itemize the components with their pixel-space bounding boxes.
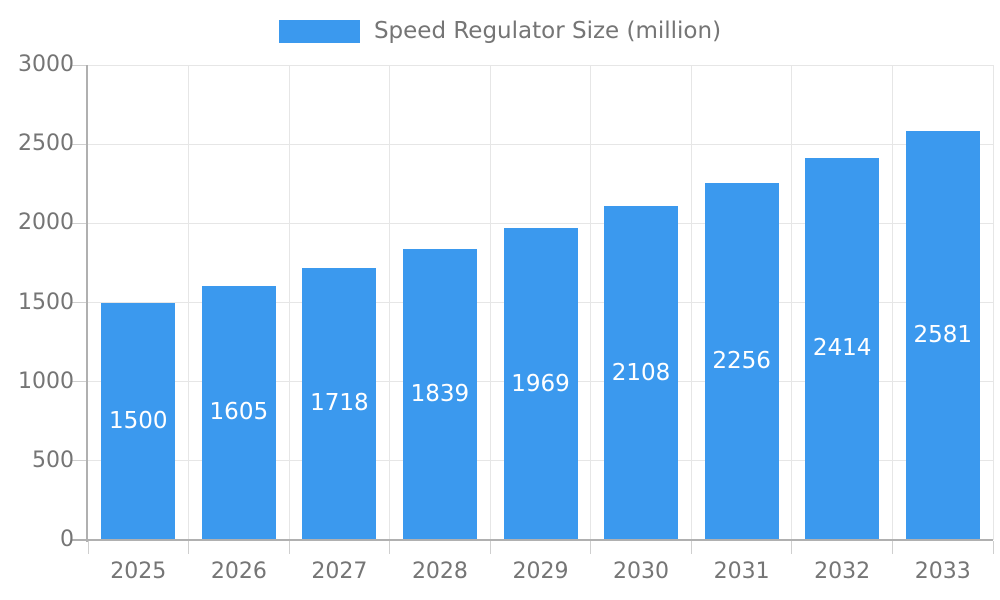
x-tick-label: 2028 bbox=[411, 559, 468, 584]
bar-value-label: 1500 bbox=[108, 407, 168, 434]
gridline-vertical bbox=[389, 65, 391, 540]
y-tick-label: 500 bbox=[32, 447, 74, 473]
legend-label: Speed Regulator Size (million) bbox=[373, 18, 722, 44]
legend-swatch bbox=[278, 19, 360, 43]
y-tick-label: 0 bbox=[60, 527, 74, 552]
gridline-vertical bbox=[288, 65, 290, 540]
x-tick-mark bbox=[690, 541, 692, 554]
x-tick-mark bbox=[188, 541, 190, 554]
gridline-vertical bbox=[489, 65, 491, 540]
bar-value-label: 1605 bbox=[209, 399, 269, 426]
bar: 2581 bbox=[905, 131, 980, 540]
x-tick-label: 2027 bbox=[311, 559, 368, 584]
gridline-horizontal bbox=[88, 143, 993, 145]
y-tick-mark bbox=[72, 381, 88, 383]
gridline-horizontal bbox=[88, 64, 993, 66]
x-tick-label: 2032 bbox=[814, 559, 871, 584]
x-tick-mark bbox=[389, 541, 391, 554]
x-tick-label: 2025 bbox=[110, 559, 167, 584]
x-tick-label: 2031 bbox=[713, 559, 770, 584]
x-tick-mark bbox=[489, 541, 491, 554]
x-axis-line bbox=[72, 539, 993, 541]
y-tick-mark bbox=[72, 143, 88, 145]
bar-value-label: 2256 bbox=[712, 347, 771, 374]
y-tick-label: 3000 bbox=[18, 52, 74, 77]
x-tick-mark bbox=[87, 541, 89, 554]
bar-value-label: 2581 bbox=[913, 322, 972, 349]
gridline-vertical bbox=[590, 65, 592, 540]
bar-value-label: 1839 bbox=[410, 380, 470, 407]
x-tick-mark bbox=[590, 541, 592, 554]
gridline-vertical bbox=[690, 65, 692, 540]
bar: 1718 bbox=[302, 267, 377, 540]
y-tick-label: 1000 bbox=[18, 368, 74, 394]
y-tick-mark bbox=[72, 460, 88, 462]
x-tick-label: 2026 bbox=[210, 559, 267, 584]
y-tick-mark bbox=[72, 222, 88, 224]
bar: 1969 bbox=[503, 228, 578, 540]
gridline-vertical bbox=[891, 65, 893, 540]
y-tick-mark bbox=[72, 302, 88, 303]
x-tick-mark bbox=[791, 541, 793, 554]
y-tick-label: 2500 bbox=[18, 131, 74, 157]
bar: 1500 bbox=[101, 302, 176, 540]
x-tick-mark bbox=[992, 541, 994, 554]
bar-value-label: 1718 bbox=[310, 390, 369, 417]
bar-value-label: 2108 bbox=[611, 359, 671, 386]
bar-value-label: 1969 bbox=[511, 370, 570, 397]
bar: 2256 bbox=[704, 182, 779, 540]
bar: 1605 bbox=[201, 285, 276, 540]
x-tick-label: 2030 bbox=[613, 559, 670, 584]
x-tick-mark bbox=[891, 541, 893, 554]
gridline-vertical bbox=[992, 65, 994, 540]
legend: Speed Regulator Size (million) bbox=[0, 18, 1000, 44]
x-tick-mark bbox=[288, 541, 290, 554]
bar: 2414 bbox=[805, 157, 880, 540]
bar-value-label: 2414 bbox=[812, 335, 872, 362]
x-tick-label: 2033 bbox=[914, 559, 971, 584]
gridline-vertical bbox=[791, 65, 793, 540]
y-tick-mark bbox=[72, 64, 88, 66]
y-tick-label: 1500 bbox=[18, 289, 74, 315]
gridline-horizontal bbox=[88, 222, 993, 224]
bar: 2108 bbox=[604, 206, 679, 540]
bar: 1839 bbox=[402, 248, 477, 540]
y-tick-label: 2000 bbox=[18, 210, 74, 236]
x-tick-label: 2029 bbox=[512, 559, 569, 584]
gridline-vertical bbox=[188, 65, 190, 540]
y-axis-line bbox=[86, 65, 88, 542]
